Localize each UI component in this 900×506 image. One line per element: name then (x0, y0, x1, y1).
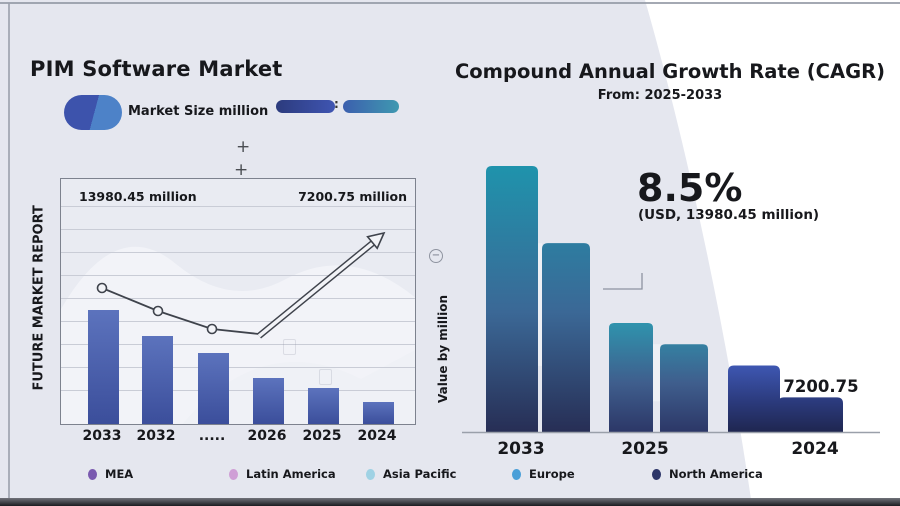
cagr-bar-primary-2033 (486, 166, 538, 432)
x-tick-label: 2033 (82, 428, 122, 444)
x-tick-label: 2033 (497, 439, 544, 459)
annotation-2024-value: 7200.75 million (298, 189, 407, 204)
y-axis-label: Value by million (436, 294, 450, 403)
gridline (61, 344, 415, 345)
market-size-bar-2025 (308, 388, 339, 424)
gridline (61, 367, 415, 368)
legend-dot-icon (652, 468, 661, 480)
pill-icon-dark (276, 100, 335, 113)
cagr-bar-primary-2025 (609, 322, 653, 432)
cagr-detail: (USD, 13980.45 million) (638, 207, 820, 223)
capsule-icon (64, 95, 122, 130)
legend-label: Latin America (246, 467, 336, 481)
gridline (61, 298, 415, 299)
cagr-bar-secondary-2033 (542, 243, 590, 432)
gridline (61, 275, 415, 276)
market-size-bar-2032 (142, 336, 173, 424)
x-tick-label: 2025 (621, 439, 668, 459)
legend-item-asia-pacific: Asia Pacific (366, 467, 456, 481)
legend-label: MEA (105, 467, 134, 481)
legend-label: Europe (529, 467, 575, 481)
legend-item-mea: MEA (88, 467, 133, 481)
legend-item-latin-america: Latin America (229, 467, 336, 481)
annotation-2033-value: 13980.45 million (79, 189, 197, 204)
cagr-value: 8.5% (637, 166, 743, 210)
bar-gap (538, 243, 542, 366)
cagr-chart: 2033 2025 2024 7200.75 (462, 166, 880, 459)
market-size-bar-..... (198, 353, 229, 424)
market-size-chart: 13980.45 million 7200.75 million (60, 178, 416, 425)
side-watermark-label: FUTURE MARKET REPORT (31, 205, 47, 391)
minus-circle-icon: − (429, 249, 443, 263)
gridline (61, 229, 415, 230)
pill-icon-teal (343, 100, 399, 113)
gridline (61, 206, 415, 207)
gridline (61, 390, 415, 391)
pill-separator: : (334, 97, 339, 111)
top-border-line (0, 2, 900, 4)
market-size-label: Market Size million (128, 104, 269, 119)
watermark-doc-icon (283, 339, 296, 355)
plus-icon: + (236, 137, 251, 157)
market-size-bar-2033 (88, 310, 119, 424)
market-size-bar-2024 (363, 402, 394, 424)
data-label-2024: 7200.75 (783, 377, 858, 396)
cagr-title: Compound Annual Growth Rate (CAGR) (454, 60, 886, 83)
x-tick-label: 2024 (357, 428, 397, 444)
gridline (61, 252, 415, 253)
cagr-subtitle: From: 2025-2033 (597, 88, 723, 103)
legend-dot-icon (512, 468, 521, 480)
x-tick-label: 2024 (791, 439, 838, 459)
watermark-doc-icon (319, 369, 332, 385)
cagr-bar-secondary-2024 (778, 397, 843, 432)
legend-item-north-america: North America (652, 467, 763, 481)
left-border-line (8, 3, 10, 499)
legend-dot-icon (366, 468, 375, 480)
page-title: PIM Software Market (30, 57, 283, 81)
legend-dot-icon (88, 468, 97, 480)
x-tick-label: 2032 (136, 428, 176, 444)
bar-gap (653, 344, 660, 402)
x-tick-label: ..... (198, 428, 226, 444)
trend-line-and-arrow (96, 231, 386, 339)
market-size-bar-2026 (253, 378, 284, 424)
legend-label: North America (669, 467, 763, 481)
cagr-bar-primary-2024 (728, 365, 780, 432)
legend-label: Asia Pacific (383, 467, 457, 481)
bottom-dark-strip (0, 498, 900, 506)
legend-item-europe: Europe (512, 467, 575, 481)
plus-icon: + (234, 160, 249, 180)
x-tick-label: 2026 (247, 428, 287, 444)
gridline (61, 321, 415, 322)
cagr-bar-secondary-2025 (660, 344, 708, 432)
legend-dot-icon (229, 468, 238, 480)
x-tick-label: 2025 (302, 428, 342, 444)
step-line-decor (603, 273, 643, 290)
